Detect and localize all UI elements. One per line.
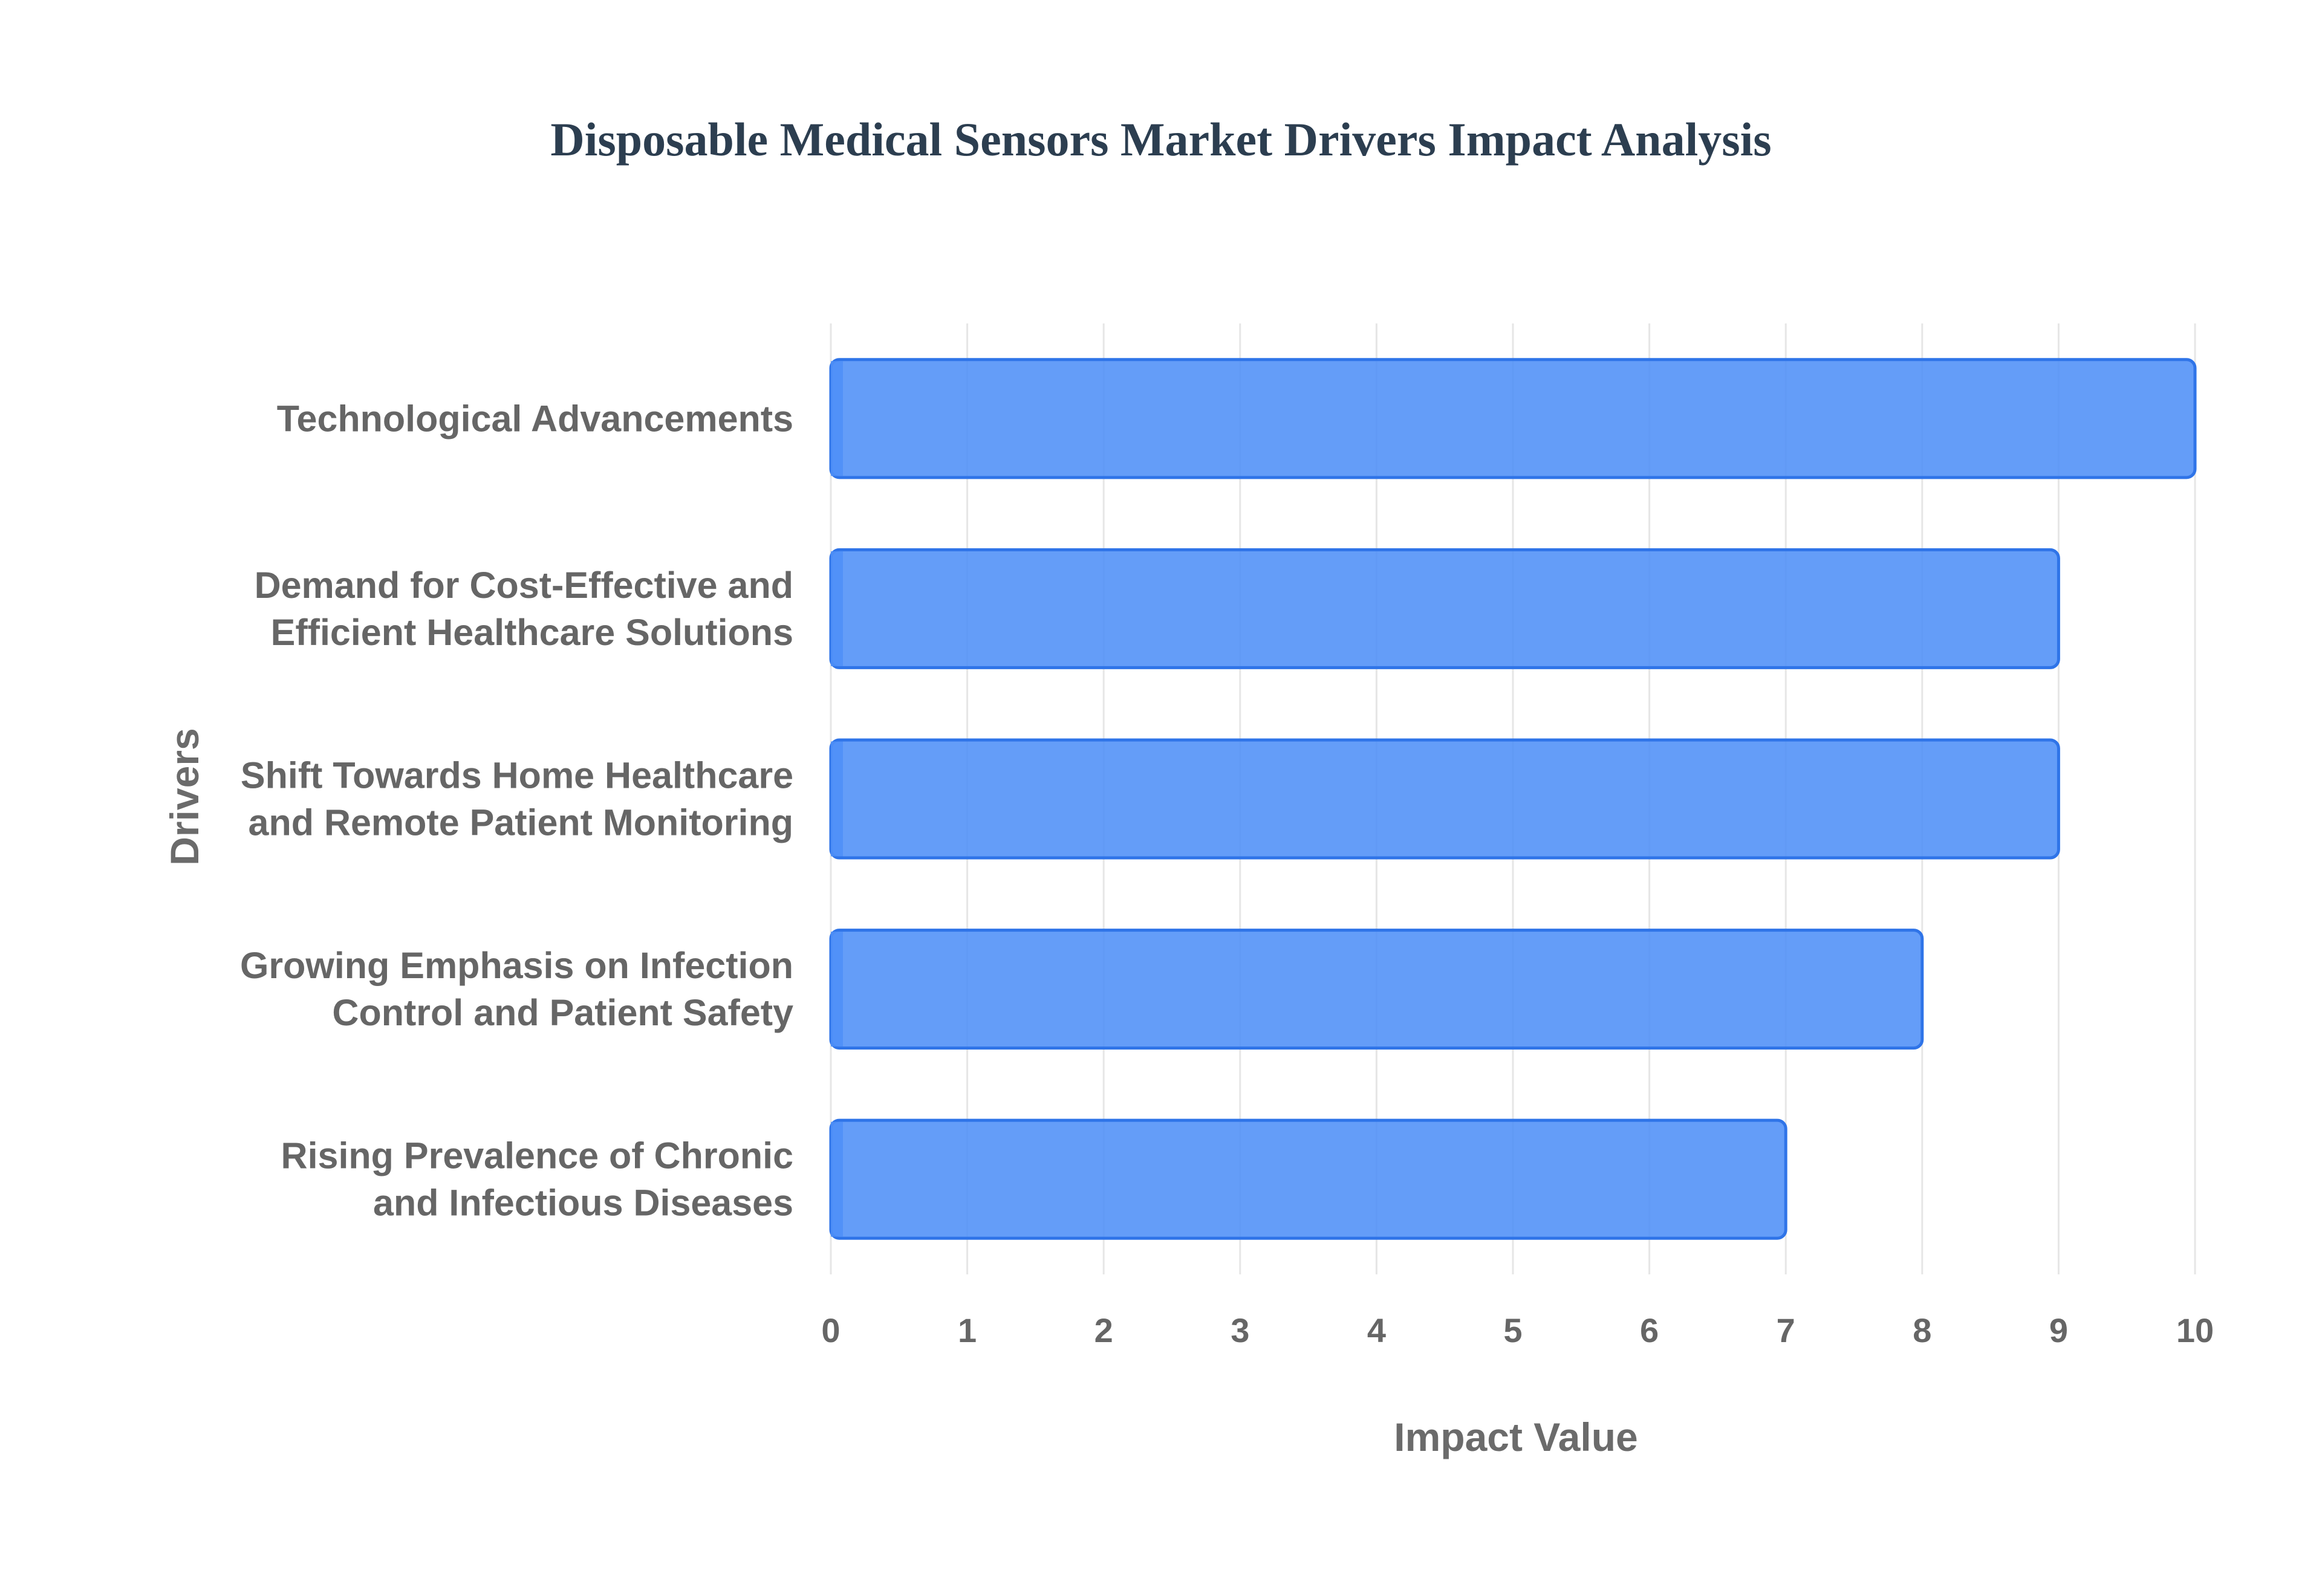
y-category-label-line: Technological Advancements [277,398,793,439]
bar [829,738,2060,860]
y-category-label-line: and Infectious Diseases [373,1182,793,1224]
chart-title: Disposable Medical Sensors Market Driver… [550,113,1771,166]
x-tick-label: 9 [2049,1311,2068,1349]
bar [829,358,2197,479]
y-category-label-line: Growing Emphasis on Infection [240,945,793,986]
bar-left-edge [831,1121,843,1237]
y-category-label: Growing Emphasis on Infection Control and… [240,945,793,1033]
y-axis-categories: Technological Advancements Demand for Cos… [240,398,793,1223]
x-tick-label: 3 [1231,1311,1249,1349]
x-tick-label: 0 [821,1311,840,1349]
bar-left-edge [831,741,843,857]
bar [829,548,2060,669]
x-tick-label: 6 [1640,1311,1659,1349]
x-tick-label: 8 [1913,1311,1931,1349]
bar [829,1118,1787,1240]
bars [829,358,2197,1240]
x-tick-label: 5 [1503,1311,1522,1349]
x-tick-label: 10 [2176,1311,2214,1349]
x-tick-label: 2 [1094,1311,1113,1349]
x-tick-label: 7 [1777,1311,1795,1349]
y-category-label: Rising Prevalence of Chronic and Infectio… [281,1135,793,1224]
x-axis-ticks: 0 1 2 3 4 5 6 7 8 9 10 [821,1311,2214,1349]
x-axis-title: Impact Value [1394,1415,1638,1459]
y-category-label-line: Control and Patient Safety [332,992,793,1033]
x-tick-label: 4 [1367,1311,1386,1349]
bar-left-edge [831,361,843,476]
y-category-label-line: Shift Towards Home Healthcare [241,755,793,796]
bar-left-edge [831,932,843,1047]
y-category-label-line: Rising Prevalence of Chronic [281,1135,793,1176]
y-category-label-line: Demand for Cost-Effective and [255,565,793,606]
y-axis-title: Drivers [162,728,207,866]
bar [829,929,1924,1050]
x-tick-label: 1 [958,1311,977,1349]
y-category-label: Demand for Cost-Effective and Efficient H… [255,565,793,653]
y-category-label-line: and Remote Patient Monitoring [249,802,793,843]
y-category-label: Technological Advancements [277,398,793,439]
y-category-label: Shift Towards Home Healthcare and Remote … [241,755,793,843]
bar-left-edge [831,551,843,666]
y-category-label-line: Efficient Healthcare Solutions [271,612,793,653]
